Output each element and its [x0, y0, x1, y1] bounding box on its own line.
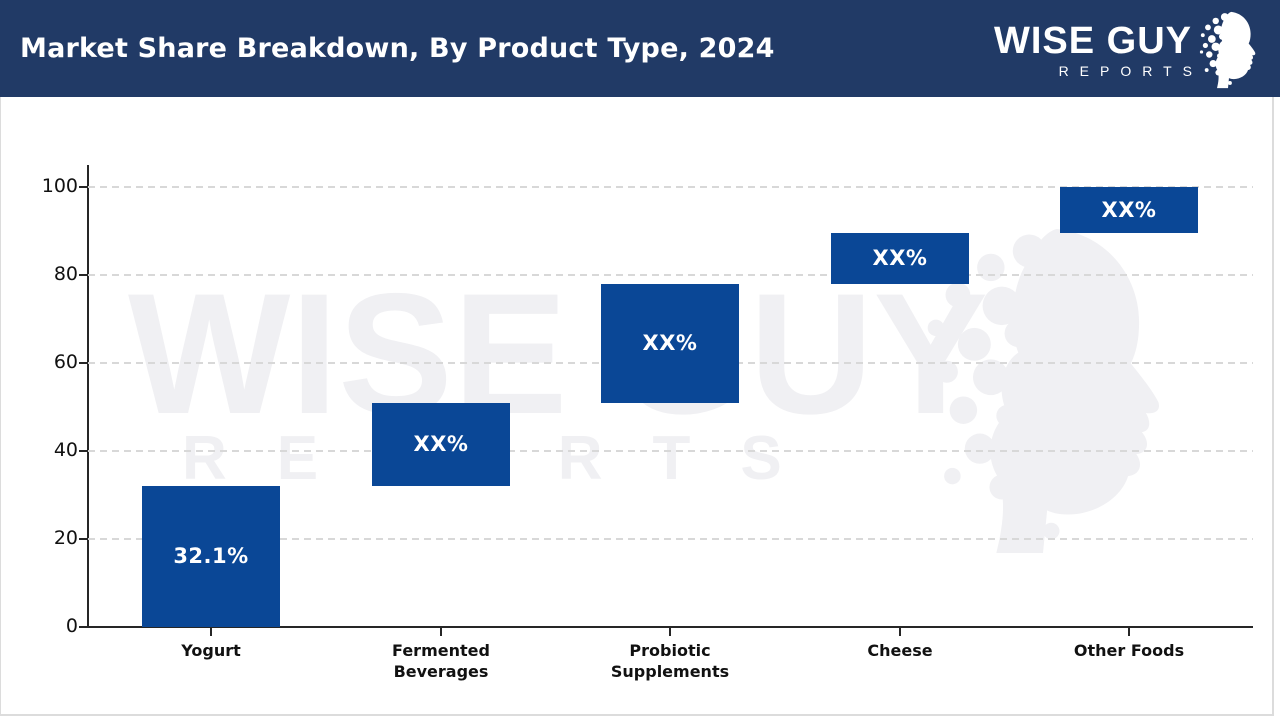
header-bar: Market Share Breakdown, By Product Type,… [0, 0, 1280, 97]
y-tick-mark [79, 186, 87, 188]
y-tick-mark [79, 450, 87, 452]
y-tick-mark [79, 626, 87, 628]
logo-subtitle: REPORTS [1058, 62, 1203, 79]
bar-value-label: XX% [1101, 198, 1157, 223]
y-tick-mark [79, 538, 87, 540]
y-tick-label: 60 [53, 351, 78, 373]
watermark-wordmark: WISE GUY [128, 258, 989, 450]
y-tick-label: 0 [65, 615, 78, 637]
y-gridline [88, 538, 1253, 540]
y-tick-label: 20 [53, 527, 78, 549]
y-tick-mark [79, 274, 87, 276]
y-tick-label: 80 [53, 263, 78, 285]
x-tick-mark [669, 628, 671, 636]
category-label: Other Foods [1073, 641, 1185, 660]
bar: 32.1% [142, 485, 280, 627]
category-label: Yogurt [181, 641, 241, 660]
y-axis-line [87, 165, 89, 628]
bar: XX% [831, 233, 969, 284]
y-tick-label: 40 [53, 439, 78, 461]
y-tick-label: 100 [41, 175, 78, 197]
category-label: Cheese [867, 641, 933, 660]
category-label: Probiotic Supplements [610, 641, 730, 681]
bar-value-label: XX% [413, 432, 469, 457]
bar-value-label: 32.1% [173, 544, 249, 569]
wiseguy-logo: WISE GUY REPORTS [994, 10, 1270, 90]
bar-value-label: XX% [642, 331, 698, 356]
x-tick-mark [210, 628, 212, 636]
bar: XX% [601, 283, 739, 403]
y-gridline [88, 274, 1253, 276]
logo-wordmark: WISE GUY [993, 19, 1192, 62]
category-label: Fermented Beverages [392, 641, 490, 681]
wiseguy-head-icon [1199, 11, 1256, 89]
y-gridline [88, 450, 1253, 452]
y-gridline [88, 186, 1253, 188]
chart-title: Market Share Breakdown, By Product Type,… [20, 33, 775, 64]
x-tick-mark [1128, 628, 1130, 636]
x-tick-mark [899, 628, 901, 636]
bar: XX% [1060, 187, 1198, 234]
x-tick-mark [440, 628, 442, 636]
y-tick-mark [79, 362, 87, 364]
bar-value-label: XX% [872, 246, 928, 271]
bar: XX% [372, 402, 510, 486]
wiseguy-logo-text: WISE GUY REPORTS [994, 22, 1192, 79]
x-axis-line [87, 626, 1253, 628]
